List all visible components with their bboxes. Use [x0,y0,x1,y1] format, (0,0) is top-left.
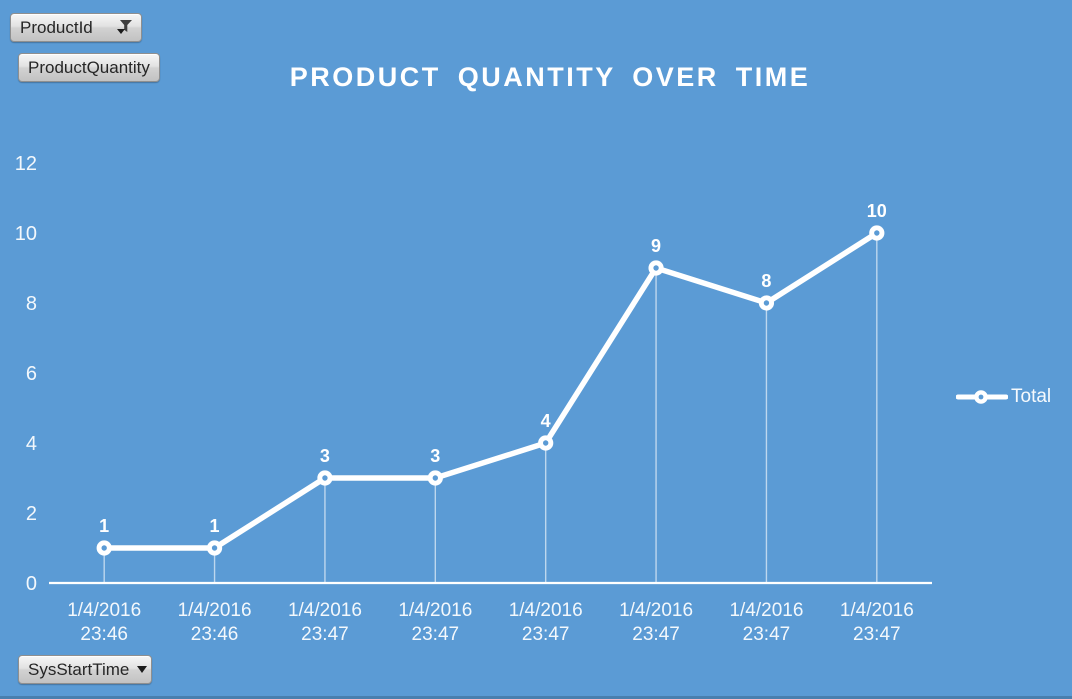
data-label: 8 [761,271,771,291]
data-point-marker-hole [432,475,439,481]
x-tick-label-time: 23:47 [853,624,901,645]
data-label: 4 [541,411,551,431]
field-button-productquantity-label: ProductQuantity [28,57,150,77]
data-label: 1 [99,516,109,536]
y-tick-label: 8 [26,293,37,315]
data-label: 1 [210,516,220,536]
data-point-marker-hole [211,545,218,551]
x-tick-label-time: 23:47 [743,624,791,645]
field-button-productid[interactable]: ProductId [10,13,142,42]
dropdown-arrow-icon [137,666,148,673]
data-point-marker-hole [874,230,880,236]
data-point-marker-hole [653,265,659,271]
legend-marker-icon [956,390,1008,404]
field-button-productquantity[interactable]: ProductQuantity [18,53,160,82]
x-tick-label-time: 23:47 [522,624,570,645]
y-tick-label: 0 [26,573,37,595]
y-tick-label: 10 [15,223,37,245]
x-tick-label-date: 1/4/2016 [178,600,252,621]
field-button-sysstarttime[interactable]: SysStartTime [18,655,152,684]
chart-title: PRODUCT QUANTITY OVER TIME [289,62,811,92]
y-tick-label: 6 [26,363,37,385]
chart-bottom-edge [0,696,1072,699]
legend-label: Total [1011,386,1052,407]
x-tick-label-date: 1/4/2016 [729,600,803,621]
x-tick-label-time: 23:47 [412,624,460,645]
data-label: 10 [867,201,887,221]
data-point-marker-hole [322,475,328,481]
x-tick-label-date: 1/4/2016 [67,600,141,621]
field-button-productid-label: ProductId [20,17,93,37]
x-tick-label-time: 23:47 [632,624,680,645]
x-tick-label-date: 1/4/2016 [509,600,583,621]
x-tick-label-date: 1/4/2016 [619,600,693,621]
x-tick-label-date: 1/4/2016 [840,600,914,621]
y-tick-label: 4 [26,433,37,455]
x-tick-label-time: 23:46 [191,624,239,645]
x-tick-label-time: 23:47 [301,624,349,645]
series-line [101,230,880,551]
x-tick-label-time: 23:46 [80,624,128,645]
legend: Total [956,386,1051,408]
data-label: 9 [651,236,661,256]
x-tick-label-date: 1/4/2016 [288,600,362,621]
data-point-marker-hole [101,545,107,551]
x-tick-label-date: 1/4/2016 [398,600,472,621]
filter-icon [117,20,132,34]
data-point-marker-hole [542,440,549,446]
data-point-marker-hole [763,300,770,306]
y-tick-label: 12 [15,153,37,175]
field-button-sysstarttime-label: SysStartTime [28,659,130,679]
data-label: 3 [320,446,330,466]
y-tick-label: 2 [26,503,37,525]
data-label: 3 [430,446,440,466]
